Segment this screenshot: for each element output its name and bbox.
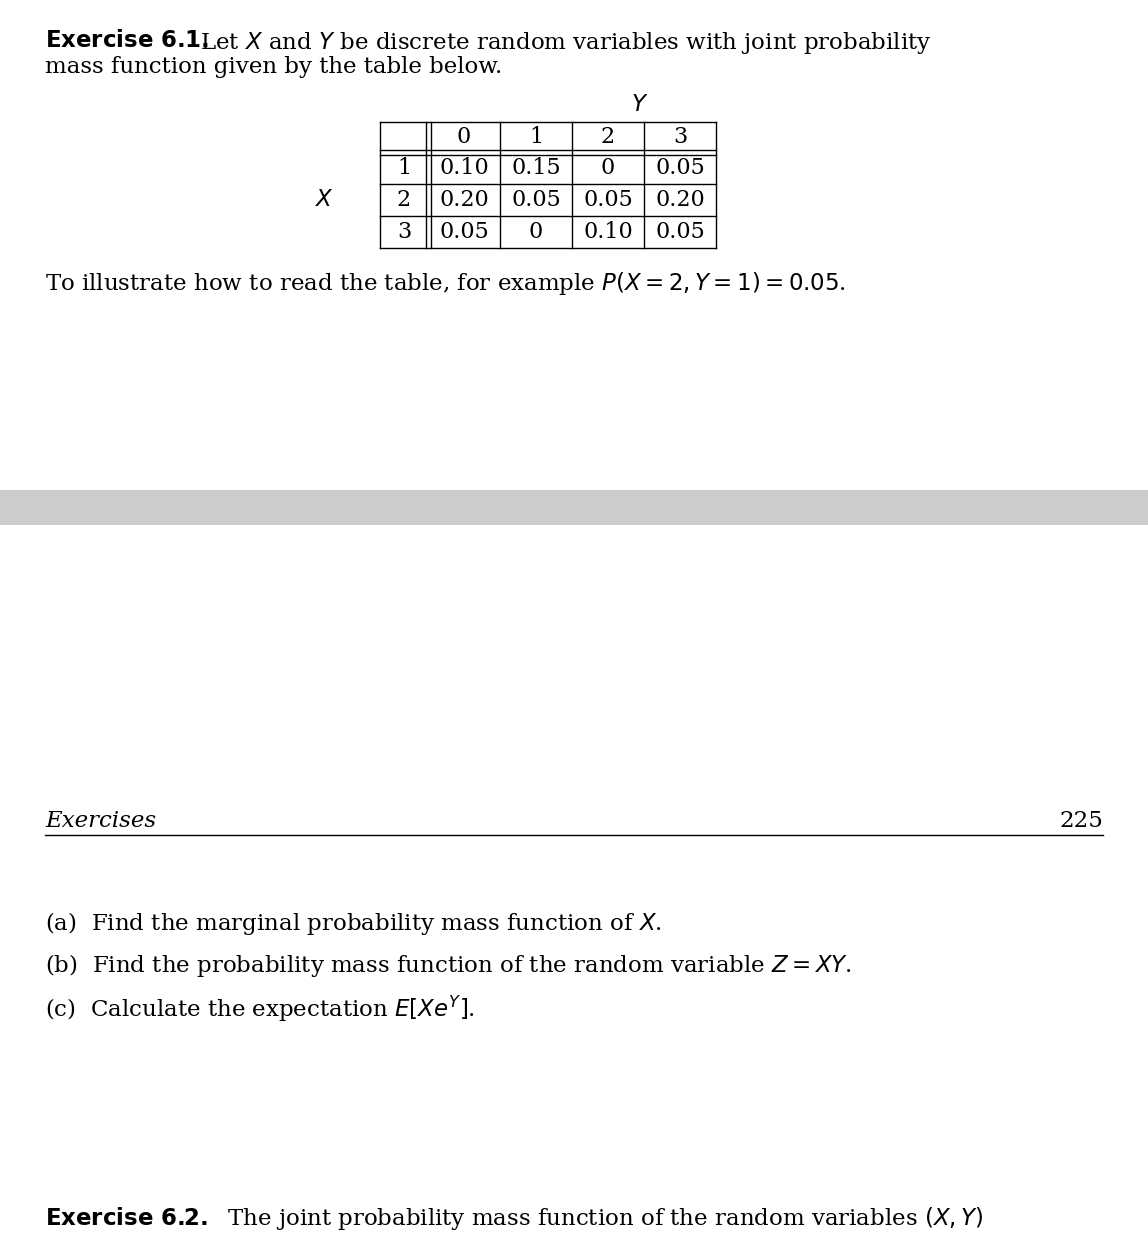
Text: 3: 3: [397, 221, 411, 243]
Text: 0.10: 0.10: [440, 158, 489, 179]
Text: 0.10: 0.10: [583, 221, 633, 243]
Text: $\mathbf{Exercise\ 6.1.}$: $\mathbf{Exercise\ 6.1.}$: [45, 30, 209, 52]
Text: $\mathbf{Exercise\ 6.2.}$  The joint probability mass function of the random var: $\mathbf{Exercise\ 6.2.}$ The joint prob…: [45, 1205, 984, 1232]
Text: To illustrate how to read the table, for example $P(X = 2, Y = 1) = 0.05$.: To illustrate how to read the table, for…: [45, 270, 846, 298]
Bar: [0, 490, 1148, 525]
Text: 0.05: 0.05: [583, 189, 633, 211]
Text: (c)  Calculate the expectation $E[Xe^{Y}]$.: (c) Calculate the expectation $E[Xe^{Y}]…: [45, 994, 475, 1024]
Text: 3: 3: [673, 126, 688, 148]
Text: 0.05: 0.05: [656, 158, 705, 179]
Text: 0: 0: [457, 126, 471, 148]
Text: $Y$: $Y$: [631, 94, 649, 116]
Text: (a)  Find the marginal probability mass function of $X$.: (a) Find the marginal probability mass f…: [45, 910, 661, 938]
Text: Exercises: Exercises: [45, 810, 156, 832]
Text: mass function given by the table below.: mass function given by the table below.: [45, 56, 503, 78]
Text: 0: 0: [529, 221, 543, 243]
Text: 0.05: 0.05: [656, 221, 705, 243]
Text: $X$: $X$: [316, 189, 334, 211]
Text: 0.15: 0.15: [511, 158, 561, 179]
Text: 1: 1: [397, 158, 411, 179]
Text: 0.05: 0.05: [440, 221, 489, 243]
Text: 2: 2: [600, 126, 615, 148]
Text: 0.20: 0.20: [656, 189, 705, 211]
Text: 0.20: 0.20: [440, 189, 489, 211]
Text: 225: 225: [1060, 810, 1103, 832]
Text: 2: 2: [397, 189, 411, 211]
Text: 1: 1: [529, 126, 543, 148]
Text: 0: 0: [600, 158, 615, 179]
Text: (b)  Find the probability mass function of the random variable $Z = XY$.: (b) Find the probability mass function o…: [45, 952, 852, 979]
Text: Let $X$ and $Y$ be discrete random variables with joint probability: Let $X$ and $Y$ be discrete random varia…: [200, 30, 932, 56]
Text: 0.05: 0.05: [511, 189, 561, 211]
